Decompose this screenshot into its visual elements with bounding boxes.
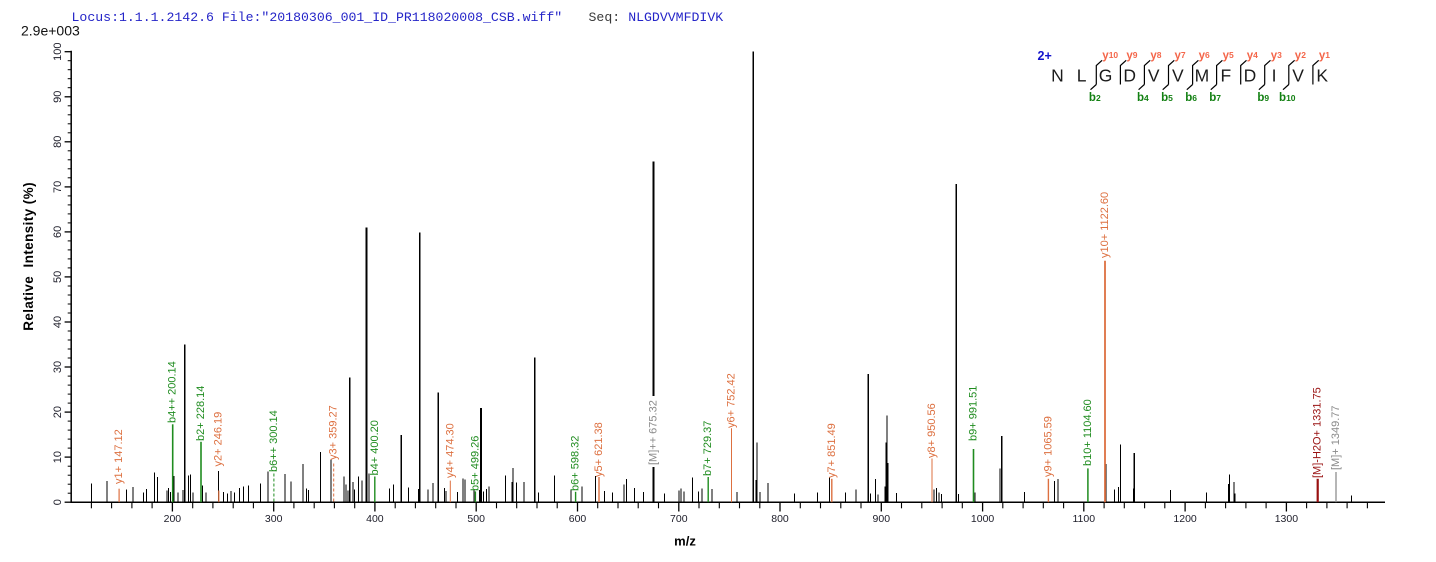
- svg-text:20: 20: [52, 406, 64, 418]
- svg-text:b4+ 400.20: b4+ 400.20: [369, 420, 381, 475]
- svg-text:500: 500: [467, 513, 485, 525]
- svg-text:b10+ 1104.60: b10+ 1104.60: [1082, 399, 1094, 466]
- svg-text:y6: y6: [1199, 50, 1210, 62]
- svg-text:y7+ 851.49: y7+ 851.49: [826, 423, 838, 478]
- svg-text:b9: b9: [1257, 92, 1269, 104]
- svg-text:700: 700: [670, 513, 688, 525]
- svg-text:D: D: [1123, 65, 1136, 85]
- svg-text:100: 100: [52, 43, 64, 61]
- svg-text:K: K: [1316, 65, 1328, 85]
- svg-text:300: 300: [265, 513, 283, 525]
- svg-text:y3: y3: [1271, 50, 1282, 62]
- svg-text:1000: 1000: [971, 513, 995, 525]
- svg-text:b5: b5: [1161, 92, 1173, 104]
- svg-text:V: V: [1172, 65, 1184, 85]
- svg-text:b6++ 300.14: b6++ 300.14: [268, 410, 280, 472]
- svg-text:y10: y10: [1102, 50, 1118, 62]
- svg-text:y8: y8: [1150, 50, 1161, 62]
- svg-text:[M]++ 675.32: [M]++ 675.32: [648, 400, 660, 465]
- svg-text:b7: b7: [1209, 92, 1221, 104]
- svg-text:[M]+ 1349.77: [M]+ 1349.77: [1330, 405, 1342, 470]
- svg-text:y3+ 359.27: y3+ 359.27: [328, 405, 340, 460]
- svg-text:N: N: [1051, 65, 1064, 85]
- svg-text:y1: y1: [1319, 50, 1330, 62]
- svg-text:b6+ 598.32: b6+ 598.32: [570, 436, 582, 491]
- svg-text:y4: y4: [1247, 50, 1258, 62]
- svg-text:V: V: [1148, 65, 1160, 85]
- svg-text:1200: 1200: [1173, 513, 1197, 525]
- svg-text:70: 70: [52, 181, 64, 193]
- svg-text:50: 50: [52, 271, 64, 283]
- svg-text:Relative Intensity (%): Relative Intensity (%): [21, 182, 36, 331]
- svg-text:V: V: [1292, 65, 1304, 85]
- svg-text:1100: 1100: [1073, 513, 1096, 525]
- svg-text:b10: b10: [1279, 92, 1296, 104]
- svg-text:[M]-H2O+ 1331.75: [M]-H2O+ 1331.75: [1312, 387, 1324, 478]
- svg-text:y5+ 621.38: y5+ 621.38: [593, 422, 605, 477]
- svg-text:Locus:1.1.1.2142.6 File:"20180: Locus:1.1.1.2142.6 File:"20180306_001_ID…: [72, 10, 563, 25]
- svg-text:G: G: [1099, 65, 1113, 85]
- svg-text:40: 40: [52, 316, 64, 328]
- svg-text:L: L: [1077, 65, 1087, 85]
- svg-text:b7+ 729.37: b7+ 729.37: [702, 421, 714, 476]
- svg-text:80: 80: [52, 136, 64, 148]
- svg-text:y6+ 752.42: y6+ 752.42: [726, 373, 738, 428]
- svg-text:2.9e+003: 2.9e+003: [21, 23, 80, 39]
- svg-text:NLGDVVMFDIVK: NLGDVVMFDIVK: [628, 10, 723, 25]
- svg-text:200: 200: [164, 513, 182, 525]
- svg-text:y1+ 147.12: y1+ 147.12: [113, 429, 125, 484]
- svg-text:10: 10: [52, 451, 64, 463]
- svg-text:y5: y5: [1223, 50, 1234, 62]
- svg-text:I: I: [1272, 65, 1277, 85]
- svg-text:y4+ 474.30: y4+ 474.30: [444, 423, 456, 478]
- svg-text:y9+ 1065.59: y9+ 1065.59: [1042, 416, 1054, 477]
- svg-text:D: D: [1244, 65, 1257, 85]
- svg-text:b6: b6: [1185, 92, 1197, 104]
- svg-text:1300: 1300: [1275, 513, 1299, 525]
- svg-text:y9: y9: [1126, 50, 1137, 62]
- svg-text:y2: y2: [1295, 50, 1306, 62]
- svg-text:400: 400: [366, 513, 384, 525]
- svg-text:M: M: [1195, 65, 1210, 85]
- svg-text:b2+ 228.14: b2+ 228.14: [195, 386, 207, 441]
- svg-text:b4++ 200.14: b4++ 200.14: [167, 361, 179, 423]
- svg-text:800: 800: [771, 513, 789, 525]
- svg-text:600: 600: [569, 513, 587, 525]
- svg-text:b4: b4: [1137, 92, 1149, 104]
- svg-text:b2: b2: [1089, 92, 1101, 104]
- svg-text:90: 90: [52, 91, 64, 103]
- svg-text:y2+ 246.19: y2+ 246.19: [212, 412, 224, 467]
- svg-text:m/z: m/z: [674, 533, 696, 548]
- svg-text:y8+ 950.56: y8+ 950.56: [926, 403, 938, 458]
- svg-text:900: 900: [873, 513, 891, 525]
- svg-text:60: 60: [52, 226, 64, 238]
- svg-text:y10+ 1122.60: y10+ 1122.60: [1099, 192, 1111, 258]
- svg-text:b5+ 499.26: b5+ 499.26: [469, 436, 481, 491]
- svg-text:b9+ 991.51: b9+ 991.51: [968, 386, 980, 441]
- svg-text:F: F: [1221, 65, 1232, 85]
- svg-text:30: 30: [52, 361, 64, 373]
- svg-text:0: 0: [52, 499, 64, 505]
- svg-text:y7: y7: [1175, 50, 1186, 62]
- svg-text:Seq:: Seq:: [589, 10, 621, 25]
- svg-text:2+: 2+: [1038, 49, 1052, 63]
